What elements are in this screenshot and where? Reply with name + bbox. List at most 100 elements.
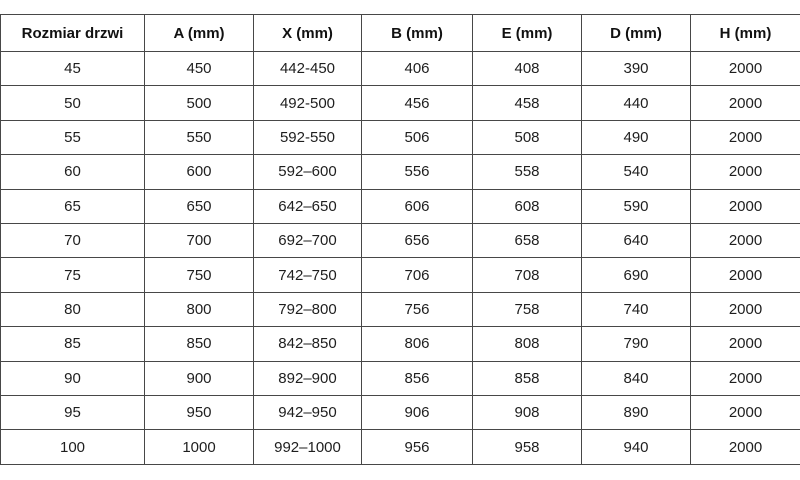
table-cell: 556 <box>361 154 473 190</box>
table-cell: 390 <box>581 50 691 87</box>
table-cell: 540 <box>581 154 691 190</box>
table-cell: 742–750 <box>253 257 362 293</box>
table-cell: 55 <box>0 119 145 156</box>
table-row: 85 850 842–850 806 808 790 2000 <box>0 326 800 362</box>
table-row: 95 950 942–950 906 908 890 2000 <box>0 395 800 431</box>
table-cell: 100 <box>0 429 145 465</box>
table-cell: 906 <box>361 395 473 431</box>
table-row: 50 500 492-500 456 458 440 2000 <box>0 85 800 121</box>
table-row: 80 800 792–800 756 758 740 2000 <box>0 291 800 328</box>
table-cell: 458 <box>472 85 582 121</box>
table-cell: 2000 <box>690 154 800 190</box>
column-header-b-mm: B (mm) <box>361 14 473 52</box>
table-cell: 690 <box>581 257 691 293</box>
table-cell: 45 <box>0 50 145 87</box>
table-cell: 2000 <box>690 360 800 397</box>
table-row: 65 650 642–650 606 608 590 2000 <box>0 188 800 225</box>
table-row: 90 900 892–900 856 858 840 2000 <box>0 360 800 397</box>
table-cell: 506 <box>361 119 473 156</box>
table-cell: 608 <box>472 188 582 225</box>
column-header-d-mm: D (mm) <box>581 14 691 52</box>
table-cell: 900 <box>144 360 254 397</box>
table-cell: 858 <box>472 360 582 397</box>
column-header-x-mm: X (mm) <box>253 14 362 52</box>
table-cell: 656 <box>361 223 473 259</box>
table-cell: 60 <box>0 154 145 190</box>
table-cell: 650 <box>144 188 254 225</box>
table-cell: 890 <box>581 395 691 431</box>
table-cell: 808 <box>472 326 582 362</box>
door-size-table: Rozmiar drzwi A (mm) X (mm) B (mm) E (mm) D (… <box>0 14 800 465</box>
table-cell: 708 <box>472 257 582 293</box>
table-cell: 500 <box>144 85 254 121</box>
table-cell: 2000 <box>690 429 800 465</box>
table-cell: 606 <box>361 188 473 225</box>
table-cell: 406 <box>361 50 473 87</box>
table-cell: 75 <box>0 257 145 293</box>
table-header-row: Rozmiar drzwi A (mm) X (mm) B (mm) E (mm) D (… <box>0 14 800 52</box>
table-cell: 490 <box>581 119 691 156</box>
table-row: 100 1000 992–1000 956 958 940 2000 <box>0 429 800 465</box>
table-cell: 442-450 <box>253 50 362 87</box>
table-cell: 840 <box>581 360 691 397</box>
table-cell: 856 <box>361 360 473 397</box>
table-cell: 908 <box>472 395 582 431</box>
table-row: 60 600 592–600 556 558 540 2000 <box>0 154 800 190</box>
table-cell: 600 <box>144 154 254 190</box>
table-cell: 958 <box>472 429 582 465</box>
table-cell: 80 <box>0 291 145 328</box>
table-row: 70 700 692–700 656 658 640 2000 <box>0 223 800 259</box>
table-cell: 2000 <box>690 119 800 156</box>
table-cell: 758 <box>472 291 582 328</box>
table-cell: 592–600 <box>253 154 362 190</box>
column-header-a-mm: A (mm) <box>144 14 254 52</box>
table-row: 75 750 742–750 706 708 690 2000 <box>0 257 800 293</box>
table-cell: 558 <box>472 154 582 190</box>
table-cell: 992–1000 <box>253 429 362 465</box>
table-cell: 2000 <box>690 326 800 362</box>
table-cell: 658 <box>472 223 582 259</box>
table-cell: 740 <box>581 291 691 328</box>
table-cell: 440 <box>581 85 691 121</box>
table-cell: 692–700 <box>253 223 362 259</box>
table-cell: 892–900 <box>253 360 362 397</box>
table-cell: 592-550 <box>253 119 362 156</box>
table-cell: 2000 <box>690 291 800 328</box>
table-cell: 85 <box>0 326 145 362</box>
table-cell: 842–850 <box>253 326 362 362</box>
table-cell: 2000 <box>690 50 800 87</box>
table-cell: 792–800 <box>253 291 362 328</box>
table-cell: 940 <box>581 429 691 465</box>
table-cell: 642–650 <box>253 188 362 225</box>
table-cell: 942–950 <box>253 395 362 431</box>
table-body: 45 450 442-450 406 408 390 2000 50 500 492-500 456… <box>0 50 800 465</box>
table-cell: 90 <box>0 360 145 397</box>
table-cell: 640 <box>581 223 691 259</box>
table-cell: 2000 <box>690 85 800 121</box>
table-cell: 800 <box>144 291 254 328</box>
column-header-h-mm: H (mm) <box>690 14 800 52</box>
table-cell: 956 <box>361 429 473 465</box>
table-row: 45 450 442-450 406 408 390 2000 <box>0 50 800 87</box>
table-header: Rozmiar drzwi A (mm) X (mm) B (mm) E (mm) D (… <box>0 14 800 52</box>
table-cell: 408 <box>472 50 582 87</box>
column-header-rozmiar-drzwi: Rozmiar drzwi <box>0 14 145 52</box>
table-cell: 456 <box>361 85 473 121</box>
table-cell: 790 <box>581 326 691 362</box>
table-cell: 65 <box>0 188 145 225</box>
table-cell: 950 <box>144 395 254 431</box>
table-cell: 492-500 <box>253 85 362 121</box>
table-cell: 2000 <box>690 223 800 259</box>
table-cell: 2000 <box>690 257 800 293</box>
table-cell: 95 <box>0 395 145 431</box>
table-cell: 450 <box>144 50 254 87</box>
table-cell: 706 <box>361 257 473 293</box>
table-cell: 508 <box>472 119 582 156</box>
table-cell: 2000 <box>690 395 800 431</box>
table-cell: 50 <box>0 85 145 121</box>
column-header-e-mm: E (mm) <box>472 14 582 52</box>
table-cell: 806 <box>361 326 473 362</box>
table-cell: 750 <box>144 257 254 293</box>
table-row: 55 550 592-550 506 508 490 2000 <box>0 119 800 156</box>
